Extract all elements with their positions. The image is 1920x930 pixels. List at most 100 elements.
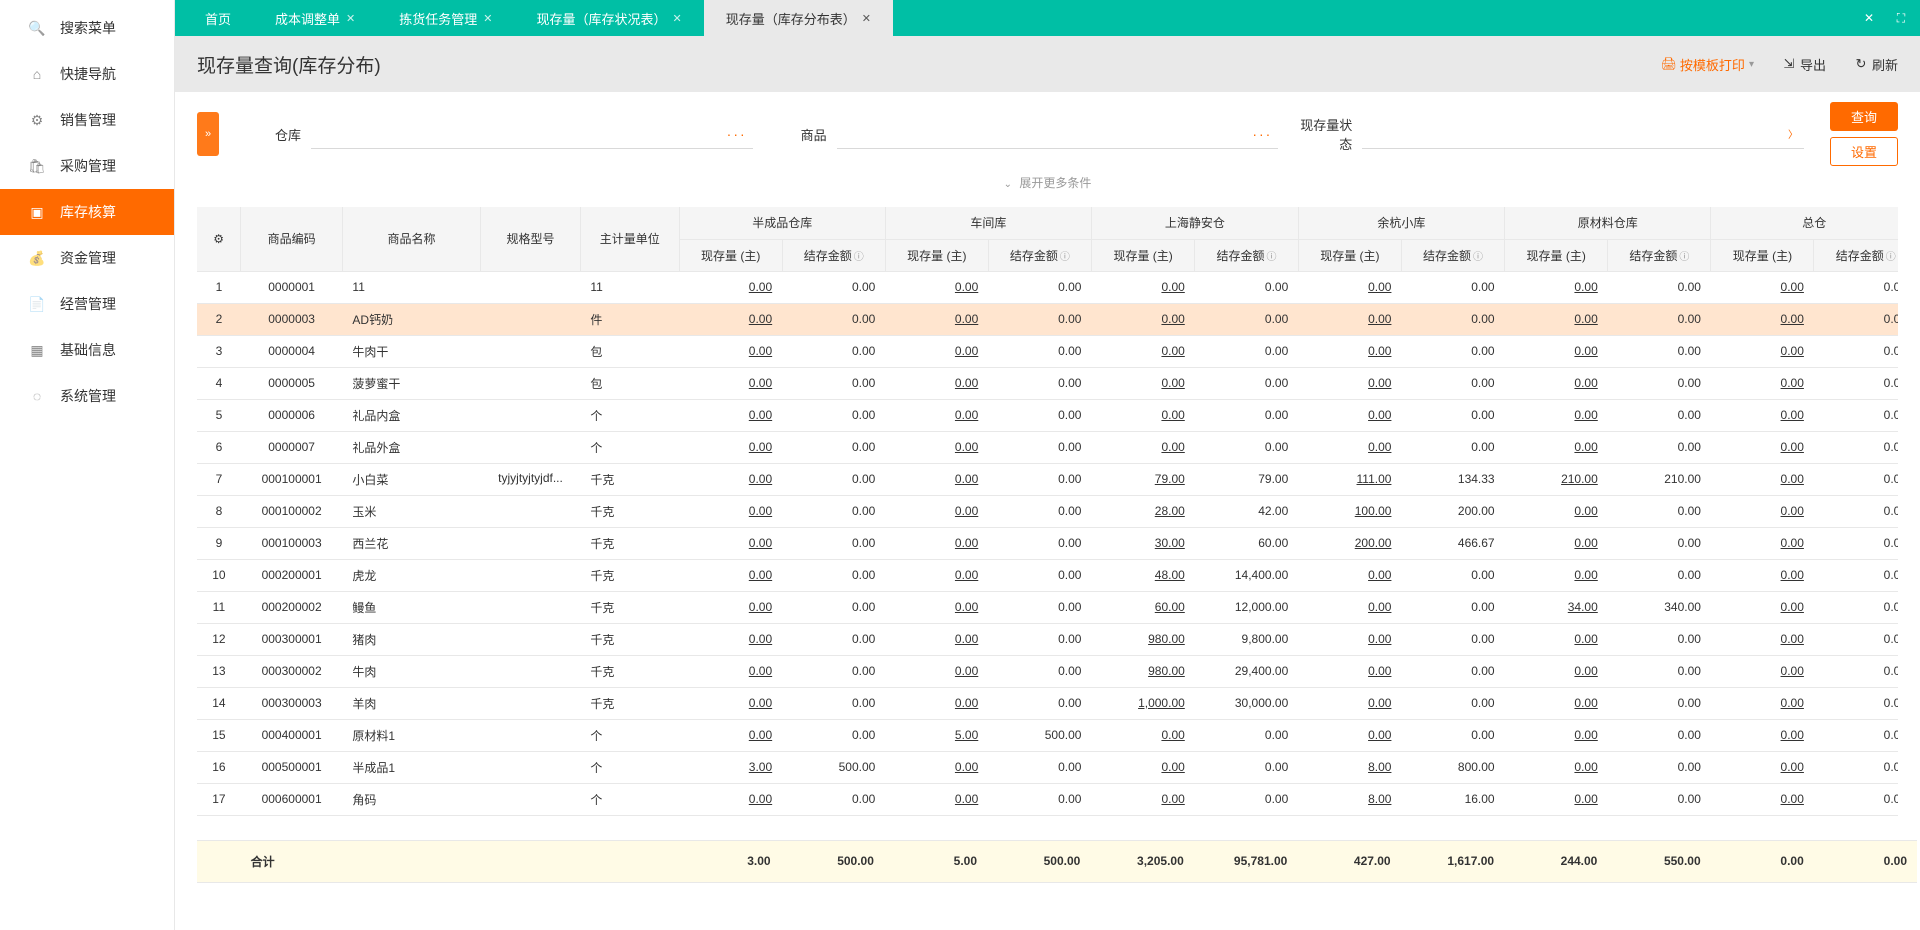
sidebar-item-gear[interactable]: ⚙销售管理 — [0, 97, 174, 143]
table-row[interactable]: 11000200002鳗鱼千克0.000.000.000.0060.0012,0… — [197, 591, 1898, 623]
cell-qty[interactable]: 0.00 — [1505, 527, 1608, 559]
cell-qty[interactable]: 0.00 — [1298, 431, 1401, 463]
cell-qty[interactable]: 0.00 — [885, 623, 988, 655]
cell-qty[interactable]: 0.00 — [1091, 783, 1194, 815]
cell-qty[interactable]: 0.00 — [1505, 495, 1608, 527]
table-row[interactable]: 60000007礼品外盒个0.000.000.000.000.000.000.0… — [197, 431, 1898, 463]
cell-qty[interactable]: 0.00 — [1298, 687, 1401, 719]
tab[interactable]: 成本调整单✕ — [253, 0, 377, 36]
cell-qty[interactable]: 0.00 — [1711, 367, 1814, 399]
table-row[interactable]: 7000100001小白菜tyjyjtyjtyjdf...千克0.000.000… — [197, 463, 1898, 495]
cell-qty[interactable]: 0.00 — [1298, 271, 1401, 303]
table-row[interactable]: 9000100003西兰花千克0.000.000.000.0030.0060.0… — [197, 527, 1898, 559]
cell-qty[interactable]: 0.00 — [1091, 367, 1194, 399]
cell-qty[interactable]: 0.00 — [885, 463, 988, 495]
cell-qty[interactable]: 0.00 — [1298, 719, 1401, 751]
cell-qty[interactable]: 0.00 — [885, 495, 988, 527]
cell-qty[interactable]: 0.00 — [679, 559, 782, 591]
print-button[interactable]: 🖨 按模板打印 ▾ — [1662, 55, 1754, 74]
cell-qty[interactable]: 0.00 — [1711, 431, 1814, 463]
sidebar-item-box[interactable]: ▣库存核算 — [0, 189, 174, 235]
cell-qty[interactable]: 0.00 — [885, 367, 988, 399]
cell-qty[interactable]: 0.00 — [885, 399, 988, 431]
cell-qty[interactable]: 0.00 — [1711, 463, 1814, 495]
cell-qty[interactable]: 5.00 — [885, 719, 988, 751]
cell-qty[interactable]: 0.00 — [1505, 751, 1608, 783]
cell-qty[interactable]: 0.00 — [885, 431, 988, 463]
cell-qty[interactable]: 0.00 — [679, 463, 782, 495]
chevron-down-icon[interactable]: 〉 — [1782, 126, 1804, 141]
cell-qty[interactable]: 0.00 — [1711, 655, 1814, 687]
cell-qty[interactable]: 0.00 — [1505, 687, 1608, 719]
cell-qty[interactable]: 0.00 — [679, 303, 782, 335]
tab-fullscreen-icon[interactable]: ⛶ — [1890, 7, 1912, 29]
tab[interactable]: 现存量（库存分布表）✕ — [704, 0, 893, 36]
cell-qty[interactable]: 980.00 — [1091, 623, 1194, 655]
sidebar-item-search[interactable]: 🔍搜索菜单 — [0, 5, 174, 51]
tab[interactable]: 拣货任务管理✕ — [377, 0, 514, 36]
cell-qty[interactable]: 0.00 — [1711, 303, 1814, 335]
cell-qty[interactable]: 0.00 — [885, 687, 988, 719]
cell-qty[interactable]: 79.00 — [1091, 463, 1194, 495]
table-row[interactable]: 12000300001猪肉千克0.000.000.000.00980.009,8… — [197, 623, 1898, 655]
cell-qty[interactable]: 0.00 — [885, 655, 988, 687]
cell-qty[interactable]: 0.00 — [1505, 655, 1608, 687]
cell-qty[interactable]: 0.00 — [679, 623, 782, 655]
cell-qty[interactable]: 0.00 — [1091, 271, 1194, 303]
cell-qty[interactable]: 30.00 — [1091, 527, 1194, 559]
cell-qty[interactable]: 0.00 — [1091, 303, 1194, 335]
sidebar-item-home[interactable]: ⌂快捷导航 — [0, 51, 174, 97]
cell-qty[interactable]: 0.00 — [1298, 655, 1401, 687]
table-row[interactable]: 10000200001虎龙千克0.000.000.000.0048.0014,4… — [197, 559, 1898, 591]
warehouse-input[interactable] — [311, 119, 721, 148]
cell-qty[interactable]: 34.00 — [1505, 591, 1608, 623]
cell-qty[interactable]: 0.00 — [679, 655, 782, 687]
tab[interactable]: 现存量（库存状况表）✕ — [514, 0, 703, 36]
table-row[interactable]: 30000004牛肉干包0.000.000.000.000.000.000.00… — [197, 335, 1898, 367]
tab[interactable]: 首页 — [183, 0, 253, 36]
cell-qty[interactable]: 0.00 — [679, 591, 782, 623]
cell-qty[interactable]: 0.00 — [1505, 303, 1608, 335]
cell-qty[interactable]: 0.00 — [885, 751, 988, 783]
help-icon[interactable]: ⓘ — [1886, 252, 1896, 263]
table-row[interactable]: 13000300002牛肉千克0.000.000.000.00980.0029,… — [197, 655, 1898, 687]
cell-qty[interactable]: 0.00 — [1091, 335, 1194, 367]
table-row[interactable]: 14000300003羊肉千克0.000.000.000.001,000.003… — [197, 687, 1898, 719]
cell-qty[interactable]: 0.00 — [1711, 623, 1814, 655]
cell-qty[interactable]: 60.00 — [1091, 591, 1194, 623]
sidebar-item-money[interactable]: 💰资金管理 — [0, 235, 174, 281]
table-row[interactable]: 8000100002玉米千克0.000.000.000.0028.0042.00… — [197, 495, 1898, 527]
cell-qty[interactable]: 0.00 — [679, 495, 782, 527]
cell-qty[interactable]: 0.00 — [885, 527, 988, 559]
sidebar-item-bag[interactable]: 🛍采购管理 — [0, 143, 174, 189]
cell-qty[interactable]: 1,000.00 — [1091, 687, 1194, 719]
cell-qty[interactable]: 0.00 — [885, 591, 988, 623]
cell-qty[interactable]: 0.00 — [1091, 399, 1194, 431]
cell-qty[interactable]: 0.00 — [885, 271, 988, 303]
cell-qty[interactable]: 0.00 — [1711, 783, 1814, 815]
sidebar-item-grid[interactable]: ▦基础信息 — [0, 327, 174, 373]
export-button[interactable]: ⇲ 导出 — [1782, 55, 1826, 74]
cell-qty[interactable]: 210.00 — [1505, 463, 1608, 495]
cell-qty[interactable]: 0.00 — [679, 399, 782, 431]
cell-qty[interactable]: 980.00 — [1091, 655, 1194, 687]
cell-qty[interactable]: 0.00 — [1505, 431, 1608, 463]
cell-qty[interactable]: 0.00 — [679, 687, 782, 719]
help-icon[interactable]: ⓘ — [1060, 252, 1070, 263]
table-row[interactable]: 20000003AD钙奶件0.000.000.000.000.000.000.0… — [197, 303, 1898, 335]
collapse-filter-button[interactable]: » — [197, 112, 219, 156]
cell-qty[interactable]: 0.00 — [1091, 751, 1194, 783]
settings-button[interactable]: 设置 — [1830, 137, 1898, 166]
help-icon[interactable]: ⓘ — [1679, 252, 1689, 263]
cell-qty[interactable]: 0.00 — [885, 559, 988, 591]
cell-qty[interactable]: 0.00 — [1711, 591, 1814, 623]
cell-qty[interactable]: 0.00 — [679, 367, 782, 399]
cell-qty[interactable]: 0.00 — [1505, 559, 1608, 591]
help-icon[interactable]: ⓘ — [1473, 252, 1483, 263]
cell-qty[interactable]: 0.00 — [885, 783, 988, 815]
status-input[interactable] — [1362, 119, 1782, 148]
close-icon[interactable]: ✕ — [483, 12, 492, 25]
close-icon[interactable]: ✕ — [346, 12, 355, 25]
cell-qty[interactable]: 0.00 — [1505, 399, 1608, 431]
gear-column-header[interactable]: ⚙ — [197, 207, 241, 271]
